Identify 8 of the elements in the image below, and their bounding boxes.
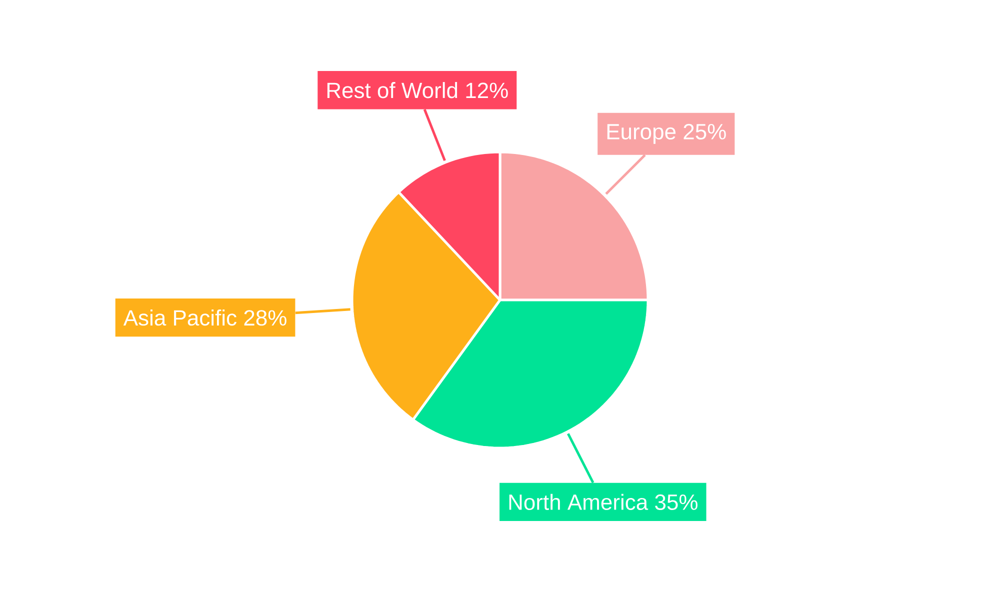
slice-label: Europe — [607, 124, 676, 144]
data-label: 35% — [655, 494, 698, 510]
slice-label: Asia Pacific — [123, 310, 236, 326]
slice-label: North America — [509, 494, 648, 510]
data-label: 25% — [684, 124, 726, 140]
slice-label: Rest of World — [327, 82, 458, 98]
data-label: 12% — [466, 82, 508, 98]
data-label: 28% — [244, 310, 286, 326]
